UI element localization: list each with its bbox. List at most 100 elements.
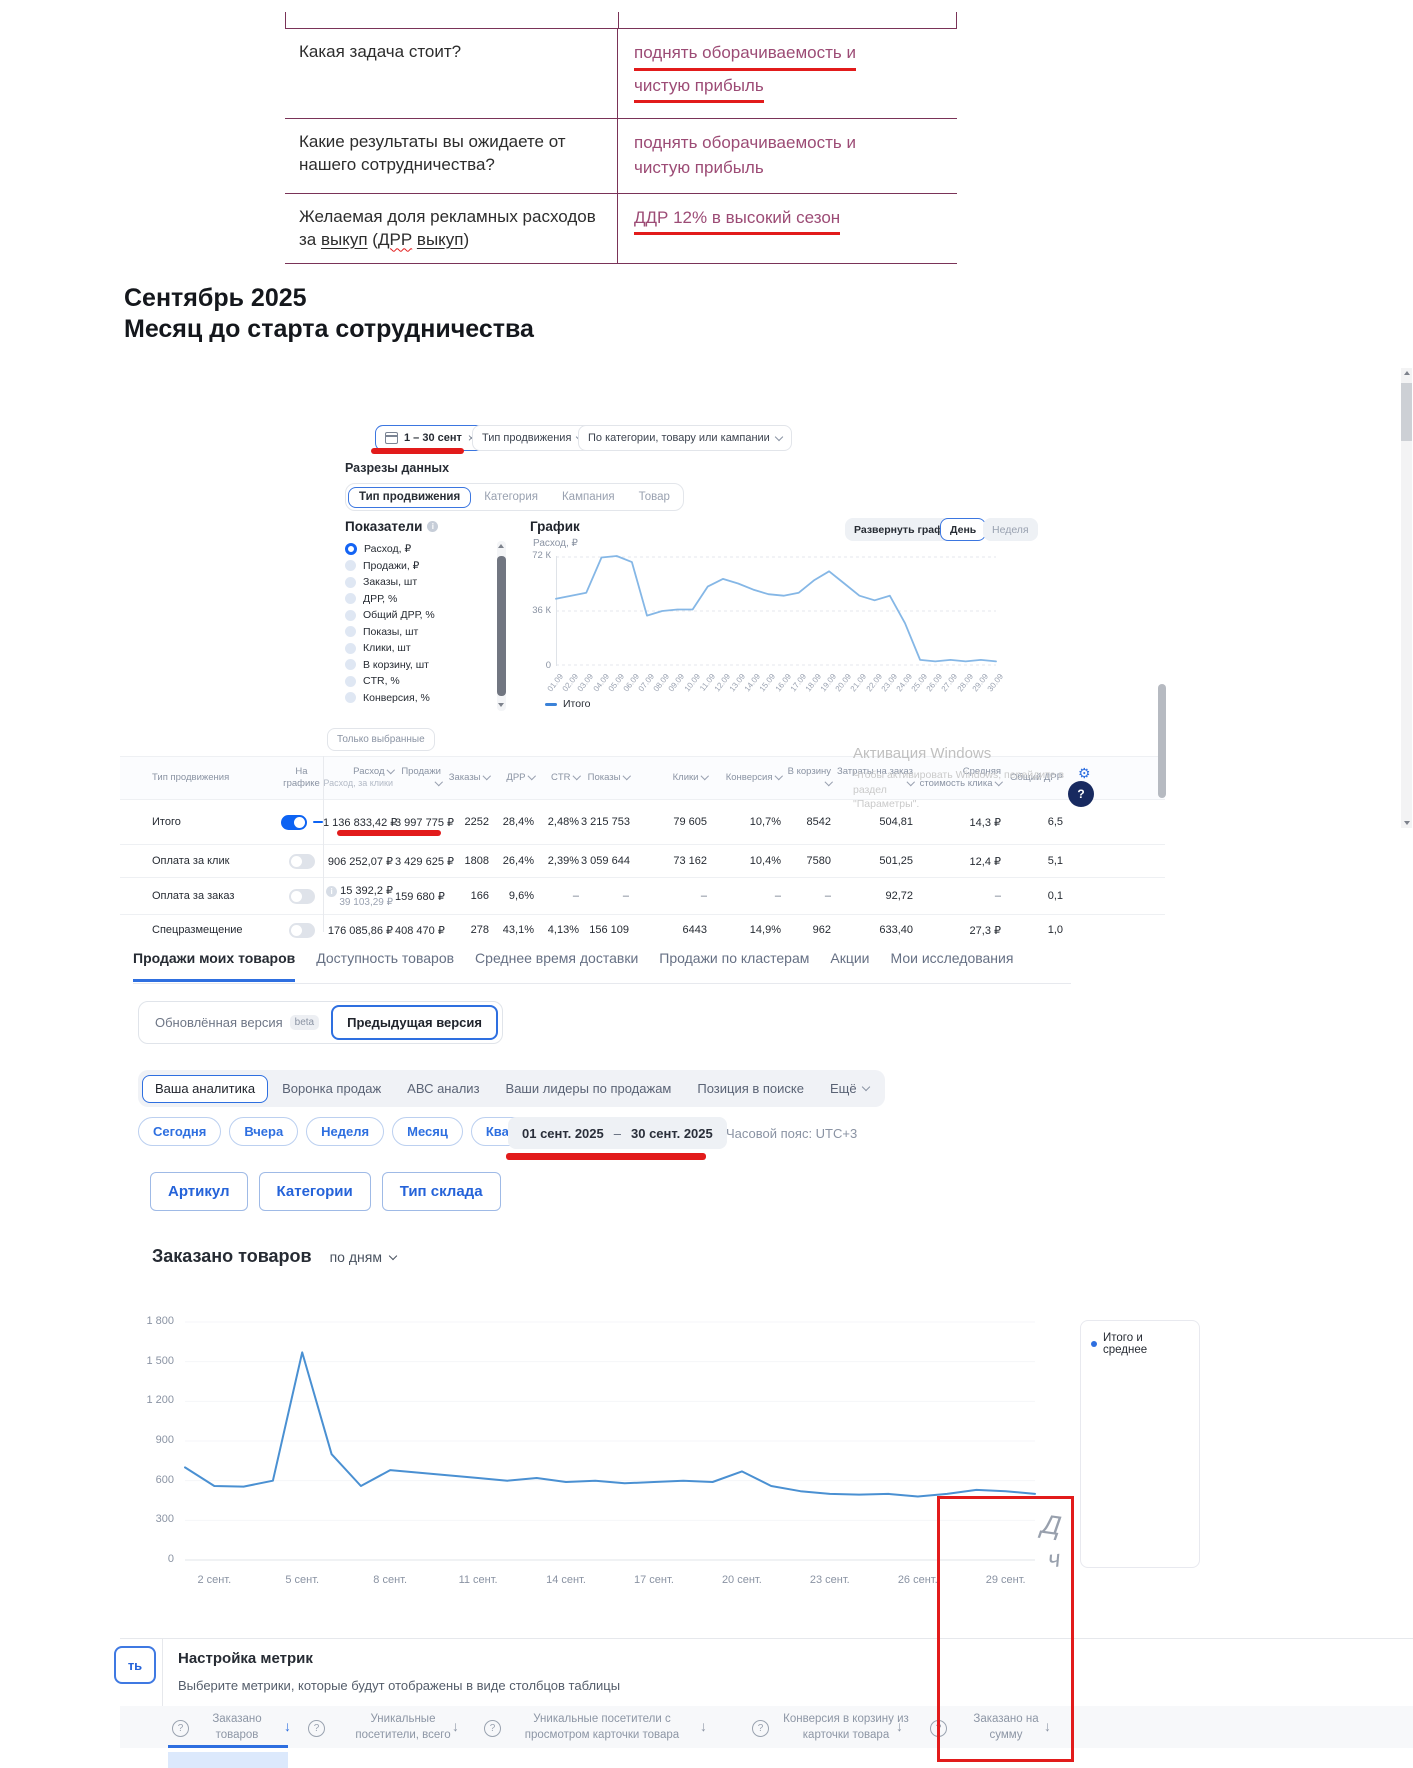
tab-your-analytics[interactable]: Ваша аналитика [142, 1074, 269, 1103]
granularity-selector[interactable]: по дням [330, 1249, 398, 1265]
metric-option[interactable]: ДРР, % [345, 591, 490, 608]
metric-column-ordered-amount[interactable]: Заказано на сумму [973, 1713, 1039, 1741]
slice-tab[interactable]: Товар [638, 491, 670, 503]
tab-promos[interactable]: Акции [830, 950, 870, 966]
version-toggle: Обновлённая версия beta Предыдущая верси… [138, 1001, 503, 1044]
col-drr[interactable]: ДРР [491, 771, 536, 784]
warehouse-type-filter-button[interactable]: Тип склада [381, 1172, 501, 1211]
metric-option[interactable]: Продажи, ₽ [345, 558, 490, 575]
slice-tab[interactable]: Категория [484, 491, 538, 503]
scroll-down-icon[interactable] [498, 703, 504, 707]
close-icon[interactable]: × [468, 431, 475, 445]
updated-version-label: Обновлённая версия [155, 1015, 283, 1030]
col-clicks[interactable]: Клики [631, 771, 709, 784]
period-chip[interactable]: Сегодня [138, 1117, 222, 1146]
metric-column-unique-visitors[interactable]: Уникальные посетители, всего [355, 1713, 451, 1741]
cell-ctr: – [572, 890, 579, 902]
col-conversion[interactable]: Конверсия [709, 771, 783, 784]
tab-search-position[interactable]: Позиция в поиске [697, 1081, 804, 1096]
timezone-label: Часовой пояс: UTC+3 [726, 1126, 858, 1141]
sort-arrow-icon[interactable]: ↓ [700, 1718, 707, 1734]
metric-option[interactable]: В корзину, шт [345, 657, 490, 674]
help-button[interactable]: ? [1068, 781, 1094, 807]
metric-option[interactable]: Общий ДРР, % [345, 607, 490, 624]
legend-item[interactable]: Итого и среднее [1091, 1332, 1189, 1356]
tick-label: 5 сент. [285, 1574, 320, 1586]
metric-option[interactable]: Заказы, шт [345, 574, 490, 591]
metric-option[interactable]: Показы, шт [345, 624, 490, 641]
date-range-picker[interactable]: 01 сент. 2025 – 30 сент. 2025 [508, 1117, 727, 1149]
metric-label: Конверсия, % [363, 691, 430, 704]
question-icon[interactable]: ? [308, 1720, 325, 1737]
tab-my-sales[interactable]: Продажи моих товаров [133, 950, 296, 982]
col-cost-per-order[interactable]: Затраты на заказ [833, 766, 915, 790]
metric-option[interactable]: Расход, ₽ [345, 541, 490, 558]
question-icon[interactable]: ? [172, 1720, 189, 1737]
sort-arrow-icon[interactable]: ↓ [284, 1718, 291, 1734]
slice-tab[interactable]: Тип продвижения [348, 486, 472, 508]
col-views[interactable]: Показы [581, 771, 631, 784]
window-scrollbar[interactable] [1401, 368, 1412, 828]
metric-option[interactable]: Клики, шт [345, 640, 490, 657]
cell-avg-click-cost: 27,3 ₽ [969, 924, 1001, 937]
tab-clusters[interactable]: Продажи по кластерам [659, 950, 810, 966]
col-orders[interactable]: Заказы [443, 771, 491, 784]
sort-arrow-icon[interactable]: ↓ [896, 1718, 903, 1734]
tab-abc-analysis[interactable]: АВС анализ [407, 1081, 480, 1096]
col-expense[interactable]: Расход Расход, за клики [323, 765, 395, 789]
metric-column-orders[interactable]: Заказано товаров [212, 1713, 262, 1741]
analytics-view-tabs: Ваша аналитика Воронка продаж АВС анализ… [138, 1070, 885, 1107]
updated-version-option[interactable]: Обновлённая версия beta [143, 1007, 331, 1038]
tab-sales-funnel[interactable]: Воронка продаж [282, 1081, 382, 1096]
metric-column-cart-conversion[interactable]: Конверсия в корзину из карточки товара [783, 1713, 909, 1741]
period-chip[interactable]: Месяц [392, 1117, 463, 1146]
tab-delivery-time[interactable]: Среднее время доставки [475, 950, 639, 966]
slice-tab[interactable]: Кампания [561, 491, 615, 503]
question-icon[interactable]: ? [930, 1720, 947, 1737]
tab-sales-leaders[interactable]: Ваши лидеры по продажам [505, 1081, 672, 1096]
question-icon[interactable]: ? [484, 1720, 501, 1737]
window-scrollbar-thumb[interactable] [1401, 383, 1412, 441]
day-granularity-button[interactable]: День [940, 518, 987, 541]
chart-legend: Итого [545, 698, 591, 710]
col-sales[interactable]: Продажи [395, 766, 443, 790]
week-granularity-button[interactable]: Неделя [983, 518, 1038, 541]
chart-toggle[interactable] [288, 922, 315, 938]
scroll-up-icon[interactable] [498, 544, 504, 548]
period-chip[interactable]: Неделя [306, 1117, 385, 1146]
clipped-filter-button[interactable]: ть [114, 1646, 156, 1684]
sort-arrow-icon[interactable]: ↓ [1044, 1718, 1051, 1734]
chart-toggle[interactable] [288, 888, 315, 904]
category-filter[interactable]: По категории, товару или кампании [578, 425, 792, 451]
question-icon[interactable]: ? [752, 1720, 769, 1737]
date-range-label: 1 – 30 сент [404, 432, 462, 444]
sku-filter-button[interactable]: Артикул [150, 1172, 248, 1211]
previous-version-option[interactable]: Предыдущая версия [331, 1005, 498, 1040]
tab-research[interactable]: Мои исследования [890, 950, 1014, 966]
period-chip[interactable]: Вчера [229, 1117, 299, 1146]
promo-type-filter[interactable]: Тип продвижения [472, 425, 594, 451]
sort-arrow-icon[interactable]: ↓ [452, 1718, 459, 1734]
col-avg-click-cost[interactable]: Средняя стоимость клика [919, 766, 1003, 789]
chart-toggle[interactable] [280, 814, 307, 830]
categories-filter-button[interactable]: Категории [258, 1172, 371, 1211]
metric-option[interactable]: Конверсия, % [345, 690, 490, 707]
tab-more[interactable]: Ещё [818, 1074, 881, 1103]
col-to-cart[interactable]: В корзину [783, 766, 833, 790]
tabs-divider [133, 983, 1071, 984]
metrics-scrollbar-thumb[interactable] [497, 556, 506, 696]
table-scrollbar-thumb[interactable] [1158, 684, 1166, 798]
metric-option[interactable]: CTR, % [345, 673, 490, 690]
col-ctr[interactable]: CTR [536, 771, 581, 784]
expand-chart-button[interactable]: Развернуть график [845, 518, 964, 541]
chart-toggle[interactable] [288, 853, 315, 869]
tab-availability[interactable]: Доступность товаров [316, 950, 455, 966]
scroll-down-icon[interactable] [1403, 821, 1410, 825]
cell-expense-sub: 39 103,29 ₽ [339, 897, 393, 908]
gear-icon[interactable]: ⚙ [1078, 765, 1091, 781]
metric-column-card-visitors[interactable]: Уникальные посетители с просмотром карточ… [524, 1713, 680, 1741]
sort-caret-icon [906, 777, 915, 786]
only-selected-button[interactable]: Только выбранные [327, 728, 435, 751]
scroll-up-icon[interactable] [1403, 371, 1410, 375]
metric-label: Показы, шт [363, 625, 419, 638]
